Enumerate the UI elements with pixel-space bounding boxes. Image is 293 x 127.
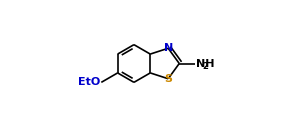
Text: S: S bbox=[164, 74, 172, 84]
Text: EtO: EtO bbox=[78, 77, 100, 87]
Text: N: N bbox=[163, 43, 173, 53]
Text: NH: NH bbox=[196, 59, 214, 68]
Text: 2: 2 bbox=[203, 62, 209, 71]
